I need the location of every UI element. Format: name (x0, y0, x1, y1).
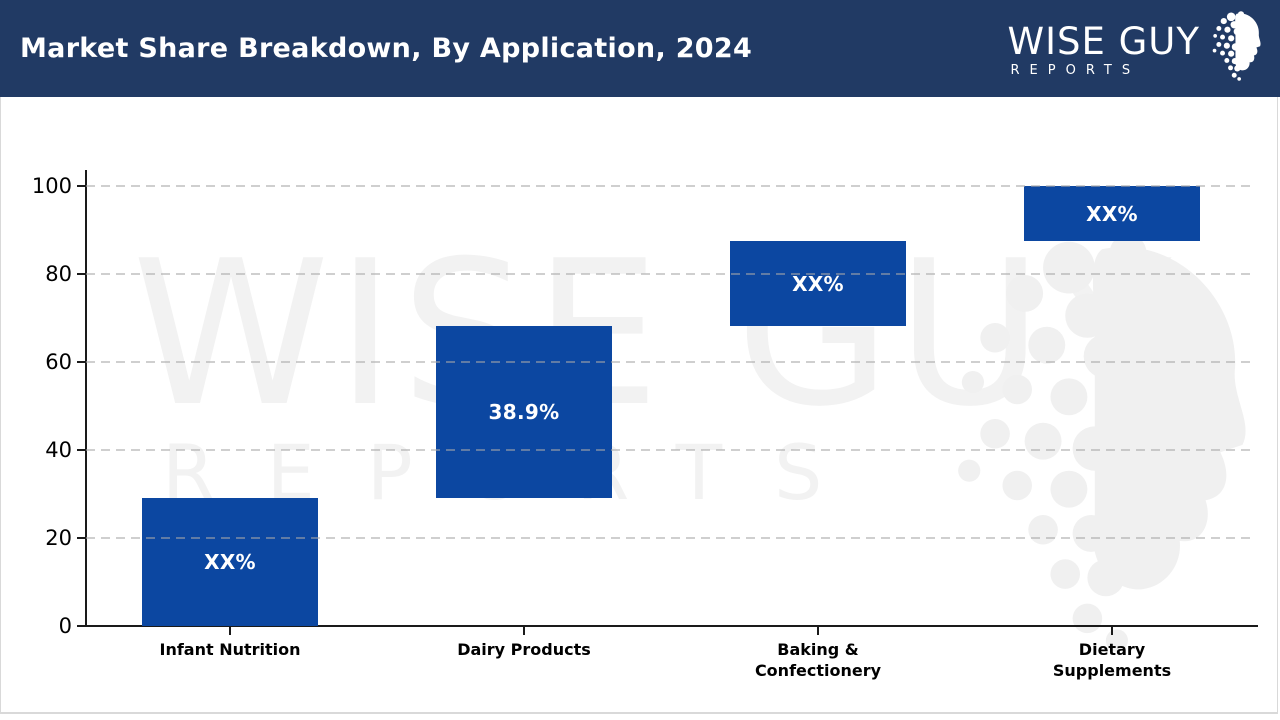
category-label-dairy-products: Dairy Products (457, 640, 591, 659)
bar-dairy-products: 38.9% (436, 326, 612, 498)
y-tick-40 (77, 449, 85, 451)
y-tick-label-40: 40 (45, 438, 72, 462)
category-label-infant-nutrition: Infant Nutrition (159, 640, 301, 659)
gridline-40 (86, 449, 1256, 451)
y-tick-label-80: 80 (45, 262, 72, 286)
brand-name: WISE GUY (1007, 19, 1200, 63)
y-tick-label-0: 0 (58, 614, 72, 638)
x-axis-line (85, 625, 1258, 627)
bar-value-label-infant-nutrition: XX% (204, 549, 256, 574)
y-tick-label-100: 100 (31, 174, 72, 198)
brand-logo: WISE GUY REPORTS (1008, 8, 1264, 92)
bar-value-label-dairy-products: 38.9% (488, 399, 560, 424)
y-tick-0 (77, 625, 85, 627)
y-tick-label-20: 20 (45, 526, 72, 550)
y-tick-80 (77, 273, 85, 275)
header-bar: Market Share Breakdown, By Application, … (0, 0, 1280, 97)
y-tick-label-60: 60 (45, 350, 72, 374)
bar-dietary-supplements: XX% (1024, 186, 1200, 241)
x-tick-baking-confectionery (817, 627, 819, 635)
category-label-dietary-supplements: Dietary Supplements (1052, 640, 1172, 680)
y-tick-60 (77, 361, 85, 363)
y-tick-100 (77, 185, 85, 187)
gridline-100 (86, 185, 1256, 187)
category-label-baking-confectionery: Baking & Confectionery (754, 640, 882, 680)
bar-baking-confectionery: XX% (730, 241, 906, 327)
brand-subtitle: REPORTS (1010, 62, 1141, 78)
x-tick-dietary-supplements (1111, 627, 1113, 635)
x-tick-dairy-products (523, 627, 525, 635)
y-axis-line (85, 170, 87, 627)
bar-infant-nutrition: XX% (142, 497, 318, 626)
gridline-60 (86, 361, 1256, 363)
x-tick-infant-nutrition (229, 627, 231, 635)
page-title: Market Share Breakdown, By Application, … (20, 33, 753, 64)
brand-logo-text: WISE GUY REPORTS (1008, 23, 1200, 78)
gridline-80 (86, 273, 1256, 275)
bar-value-label-baking-confectionery: XX% (792, 271, 844, 296)
bar-value-label-dietary-supplements: XX% (1086, 201, 1138, 226)
gridline-20 (86, 537, 1256, 539)
y-tick-20 (77, 537, 85, 539)
